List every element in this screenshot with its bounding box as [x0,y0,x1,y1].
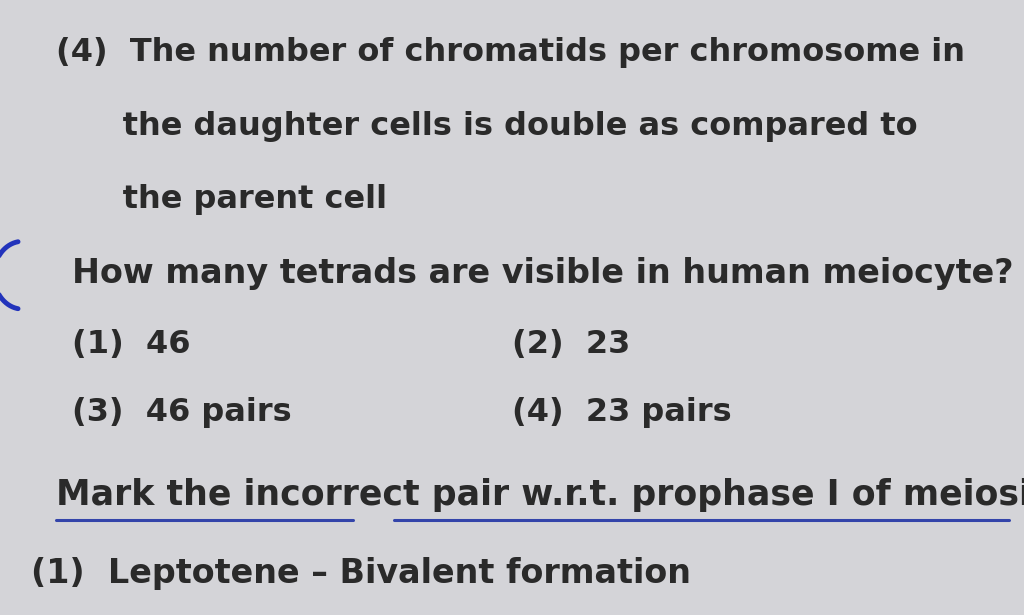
Text: How many tetrads are visible in human meiocyte?: How many tetrads are visible in human me… [72,257,1013,290]
Text: (1)  Leptotene – Bivalent formation: (1) Leptotene – Bivalent formation [31,557,691,590]
Text: the parent cell: the parent cell [56,184,387,215]
Text: (2)  23: (2) 23 [512,329,630,360]
Text: the daughter cells is double as compared to: the daughter cells is double as compared… [56,111,918,141]
Text: (1)  46: (1) 46 [72,329,190,360]
Text: (3)  46 pairs: (3) 46 pairs [72,397,291,427]
Text: (4)  The number of chromatids per chromosome in: (4) The number of chromatids per chromos… [56,37,966,68]
Text: (4)  23 pairs: (4) 23 pairs [512,397,731,427]
Text: Mark the incorrect pair w.r.t. prophase I of meiosis: Mark the incorrect pair w.r.t. prophase … [56,478,1024,512]
